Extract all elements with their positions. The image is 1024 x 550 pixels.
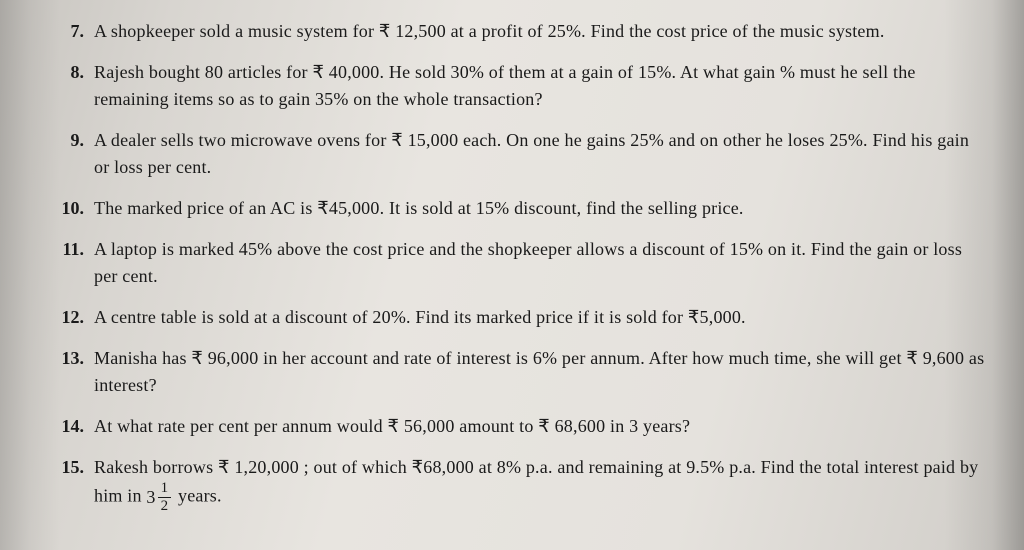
- question-text: The marked price of an AC is ₹45,000. It…: [94, 195, 986, 222]
- fraction-denominator: 2: [158, 498, 172, 514]
- question-number: 12.: [58, 304, 94, 331]
- question-14: 14.At what rate per cent per annum would…: [58, 413, 986, 440]
- question-text: A laptop is marked 45% above the cost pr…: [94, 236, 986, 290]
- fraction-whole: 3: [146, 487, 155, 507]
- question-number: 9.: [58, 127, 94, 181]
- question-11: 11.A laptop is marked 45% above the cost…: [58, 236, 986, 290]
- question-text: Rakesh borrows ₹ 1,20,000 ; out of which…: [94, 454, 986, 514]
- question-7: 7.A shopkeeper sold a music system for ₹…: [58, 18, 986, 45]
- question-9: 9.A dealer sells two microwave ovens for…: [58, 127, 986, 181]
- question-number: 7.: [58, 18, 94, 45]
- question-text-after: years.: [173, 486, 221, 506]
- question-number: 8.: [58, 59, 94, 113]
- question-text-before: Rakesh borrows ₹ 1,20,000 ; out of which…: [94, 457, 978, 506]
- question-number: 10.: [58, 195, 94, 222]
- question-12: 12.A centre table is sold at a discount …: [58, 304, 986, 331]
- question-15: 15.Rakesh borrows ₹ 1,20,000 ; out of wh…: [58, 454, 986, 514]
- fraction: 12: [158, 481, 172, 514]
- question-text: A centre table is sold at a discount of …: [94, 304, 986, 331]
- question-number: 14.: [58, 413, 94, 440]
- question-13: 13.Manisha has ₹ 96,000 in her account a…: [58, 345, 986, 399]
- question-text: Rajesh bought 80 articles for ₹ 40,000. …: [94, 59, 986, 113]
- question-number: 13.: [58, 345, 94, 399]
- question-8: 8.Rajesh bought 80 articles for ₹ 40,000…: [58, 59, 986, 113]
- question-text: A shopkeeper sold a music system for ₹ 1…: [94, 18, 986, 45]
- question-text: At what rate per cent per annum would ₹ …: [94, 413, 986, 440]
- question-number: 15.: [58, 454, 94, 514]
- question-number: 11.: [58, 236, 94, 290]
- fraction-numerator: 1: [158, 481, 172, 498]
- question-text: Manisha has ₹ 96,000 in her account and …: [94, 345, 986, 399]
- question-10: 10.The marked price of an AC is ₹45,000.…: [58, 195, 986, 222]
- question-text: A dealer sells two microwave ovens for ₹…: [94, 127, 986, 181]
